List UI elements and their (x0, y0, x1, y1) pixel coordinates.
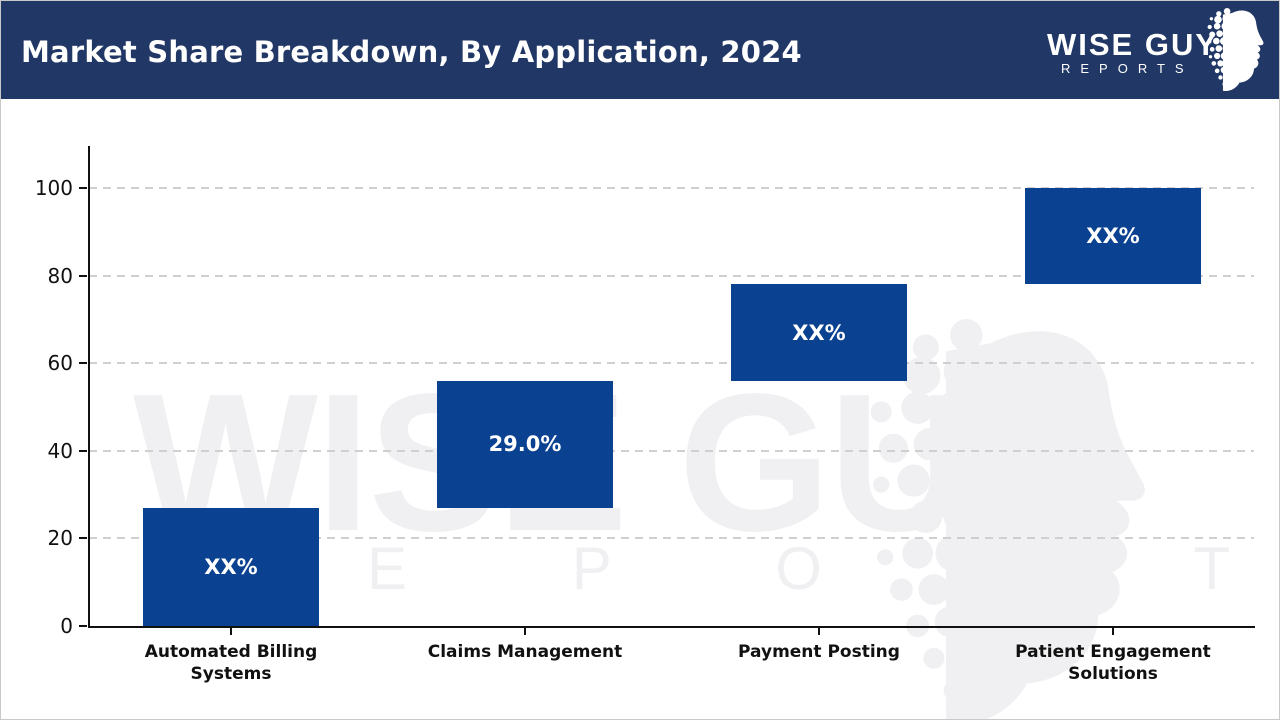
header: Market Share Breakdown, By Application, … (1, 1, 1279, 99)
chart-canvas: WISE GUY R E P O R T S 020406080100XX%Au… (1, 99, 1279, 720)
gridline-60 (89, 362, 1254, 365)
bar-payment-posting: XX% (731, 284, 907, 381)
x-tick-label-patient-engagement-solutions: Patient Engagement Solutions (1015, 642, 1211, 684)
y-tick-label-100: 100 (34, 176, 73, 200)
bar-claims-management: 29.0% (437, 380, 613, 508)
y-tick-mark-0 (79, 625, 87, 627)
bar-value-label-payment-posting: XX% (792, 320, 846, 345)
x-tick-mark-patient-engagement-solutions (1112, 628, 1114, 635)
y-tick-mark-80 (79, 274, 87, 277)
bar-value-label-claims-management: 29.0% (488, 432, 562, 457)
bar-automated-billing-systems: XX% (143, 507, 319, 626)
logo-wordmark: WISE GUY (1047, 27, 1219, 62)
x-tick-label-automated-billing-systems: Automated Billing Systems (144, 642, 318, 684)
logo: WISE GUY REPORTS (1009, 1, 1269, 99)
logo-face-icon (1205, 8, 1269, 94)
y-tick-label-80: 80 (47, 263, 73, 288)
bar-value-label-automated-billing-systems: XX% (204, 554, 258, 579)
y-tick-label-20: 20 (47, 526, 73, 551)
y-tick-label-0: 0 (60, 614, 73, 638)
x-tick-label-payment-posting: Payment Posting (738, 642, 900, 662)
x-tick-label-claims-management: Claims Management (427, 642, 623, 662)
y-tick-label-60: 60 (47, 351, 73, 376)
x-tick-mark-automated-billing-systems (230, 628, 232, 635)
y-tick-mark-20 (79, 537, 87, 540)
gridline-40 (89, 449, 1254, 452)
y-axis-spine (88, 146, 90, 628)
gridline-100 (89, 187, 1254, 189)
gridline-20 (89, 537, 1254, 540)
y-tick-mark-40 (79, 449, 87, 452)
gridline-80 (89, 274, 1254, 277)
bar-value-label-patient-engagement-solutions: XX% (1086, 224, 1140, 249)
page-title: Market Share Breakdown, By Application, … (21, 35, 802, 69)
x-axis-spine (88, 626, 1255, 628)
logo-subtext: REPORTS (1061, 61, 1194, 76)
y-tick-mark-60 (79, 362, 87, 365)
x-tick-mark-payment-posting (818, 628, 820, 635)
x-tick-mark-claims-management (524, 628, 526, 635)
y-tick-mark-100 (79, 187, 87, 189)
plot-area: 0 20 40 60 80 100 XX% Automated Billing Systems… (35, 146, 1254, 684)
y-tick-label-40: 40 (47, 438, 73, 463)
bar-patient-engagement-solutions: XX% (1025, 188, 1201, 285)
